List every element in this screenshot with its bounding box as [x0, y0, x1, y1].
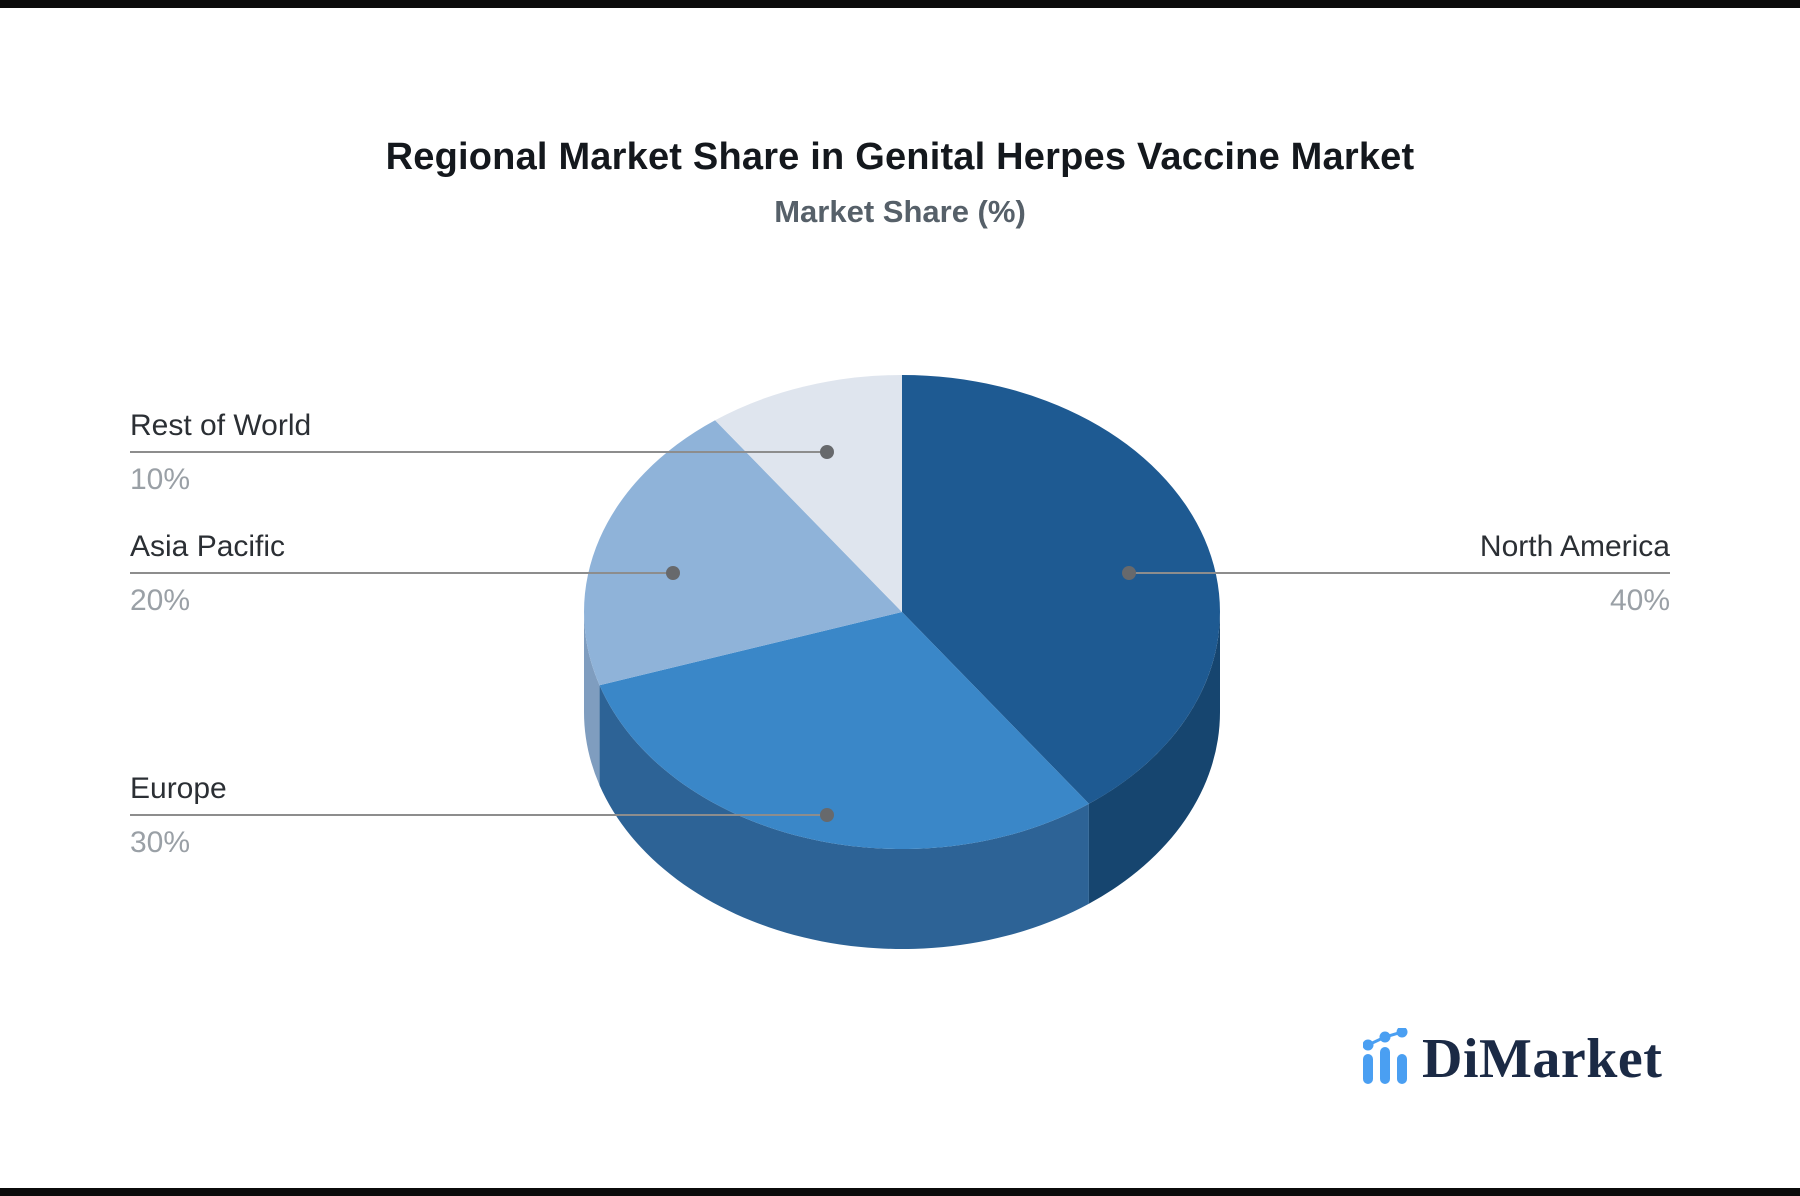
leader-line	[130, 451, 827, 453]
leader-dot	[666, 566, 680, 580]
top-border-bar	[0, 0, 1800, 8]
leader-dot	[820, 445, 834, 459]
slice-percent: 40%	[1609, 584, 1670, 617]
leader-line	[1129, 572, 1670, 574]
bottom-border-bar	[0, 1188, 1800, 1196]
pie-side-asia-pacific[interactable]	[584, 612, 600, 786]
bar-chart-trend-icon	[1363, 1028, 1408, 1084]
pie-slice-north-america[interactable]	[902, 375, 1220, 804]
leader-line	[130, 572, 673, 574]
leader-line	[130, 814, 827, 816]
dimarket-logo: DiMarket	[1363, 1028, 1663, 1091]
slice-label: North America	[1479, 530, 1670, 563]
pie-side-north-america[interactable]	[1088, 612, 1220, 904]
slice-percent: 10%	[130, 463, 191, 496]
slice-label: Europe	[130, 772, 227, 805]
pie-side-europe[interactable]	[599, 685, 1089, 949]
slice-percent: 30%	[130, 826, 191, 859]
pie-slice-europe[interactable]	[599, 612, 1089, 849]
logo-text: DiMarket	[1422, 1028, 1663, 1091]
leader-dot	[1122, 566, 1136, 580]
pie-slice-asia-pacific[interactable]	[584, 420, 902, 686]
slice-percent: 20%	[130, 584, 191, 617]
slice-label: Asia Pacific	[130, 530, 286, 563]
chart-title: Regional Market Share in Genital Herpes …	[385, 136, 1415, 178]
leader-dot	[820, 808, 834, 822]
chart-subtitle: Market Share (%)	[774, 194, 1026, 229]
pie-slice-rest-of-world[interactable]	[715, 375, 902, 612]
slice-label: Rest of World	[130, 409, 312, 442]
